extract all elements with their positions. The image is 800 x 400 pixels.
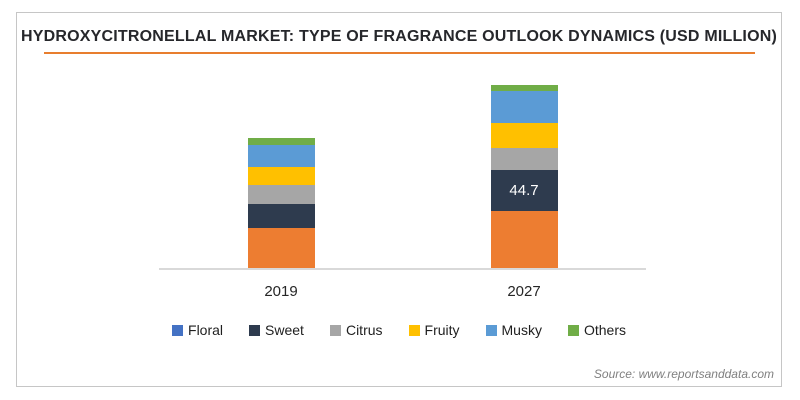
bar-segment-musky-2027 [490,91,558,123]
x-axis-label-2019: 2019 [264,283,298,300]
stacked-bar-2027: 44.7 [490,84,558,268]
bar-segment-others-2027 [490,84,558,92]
legend-item-citrus: Citrus [329,322,383,338]
legend-swatch-citrus [329,324,341,336]
data-label-sweet-2027: 44.7 [509,182,539,200]
chart-title: HYDROXYCITRONELLAL MARKET: TYPE OF FRAGR… [20,28,778,45]
bar-segment-sweet-2019 [247,203,315,229]
legend-swatch-sweet [249,324,261,336]
source-credit: Source: www.reportsanddata.com [593,367,774,381]
bar-segment-citrus-2019 [247,185,315,204]
legend-item-fruity: Fruity [408,322,460,338]
chart-card: HYDROXYCITRONELLAL MARKET: TYPE OF FRAGR… [16,12,782,387]
legend-label-fruity: Fruity [424,322,460,338]
x-axis-line [159,268,646,270]
legend-label-others: Others [583,322,626,338]
bar-segment-sweet-2027: 44.7 [490,170,558,212]
bar-segment-citrus-2027 [490,147,558,171]
bar-segment-others-2019 [247,137,315,145]
bar-segment-floral-2019 [247,228,315,268]
bar-segment-fruity-2019 [247,166,315,186]
legend-label-floral: Floral [188,322,224,338]
legend-item-floral: Floral [172,322,223,338]
legend-item-musky: Musky [485,322,542,338]
legend-label-citrus: Citrus [345,322,383,338]
legend-label-sweet: Sweet [265,322,304,338]
bar-segment-floral-2027 [490,211,558,268]
legend-item-others: Others [567,322,626,338]
legend: Floral Sweet Citrus Fruity Musky Others [17,322,781,338]
legend-swatch-fruity [408,324,420,336]
title-underline [44,52,755,54]
bar-segment-musky-2019 [247,144,315,167]
legend-item-sweet: Sweet [249,322,304,338]
plot-area: 2019 44.7 2027 [17,13,781,386]
bar-segment-fruity-2027 [490,122,558,148]
x-axis-label-2027: 2027 [507,283,541,300]
legend-swatch-floral [172,324,184,336]
stacked-bar-2019 [247,137,315,268]
legend-label-musky: Musky [501,322,542,338]
legend-swatch-others [567,324,579,336]
legend-swatch-musky [485,324,497,336]
